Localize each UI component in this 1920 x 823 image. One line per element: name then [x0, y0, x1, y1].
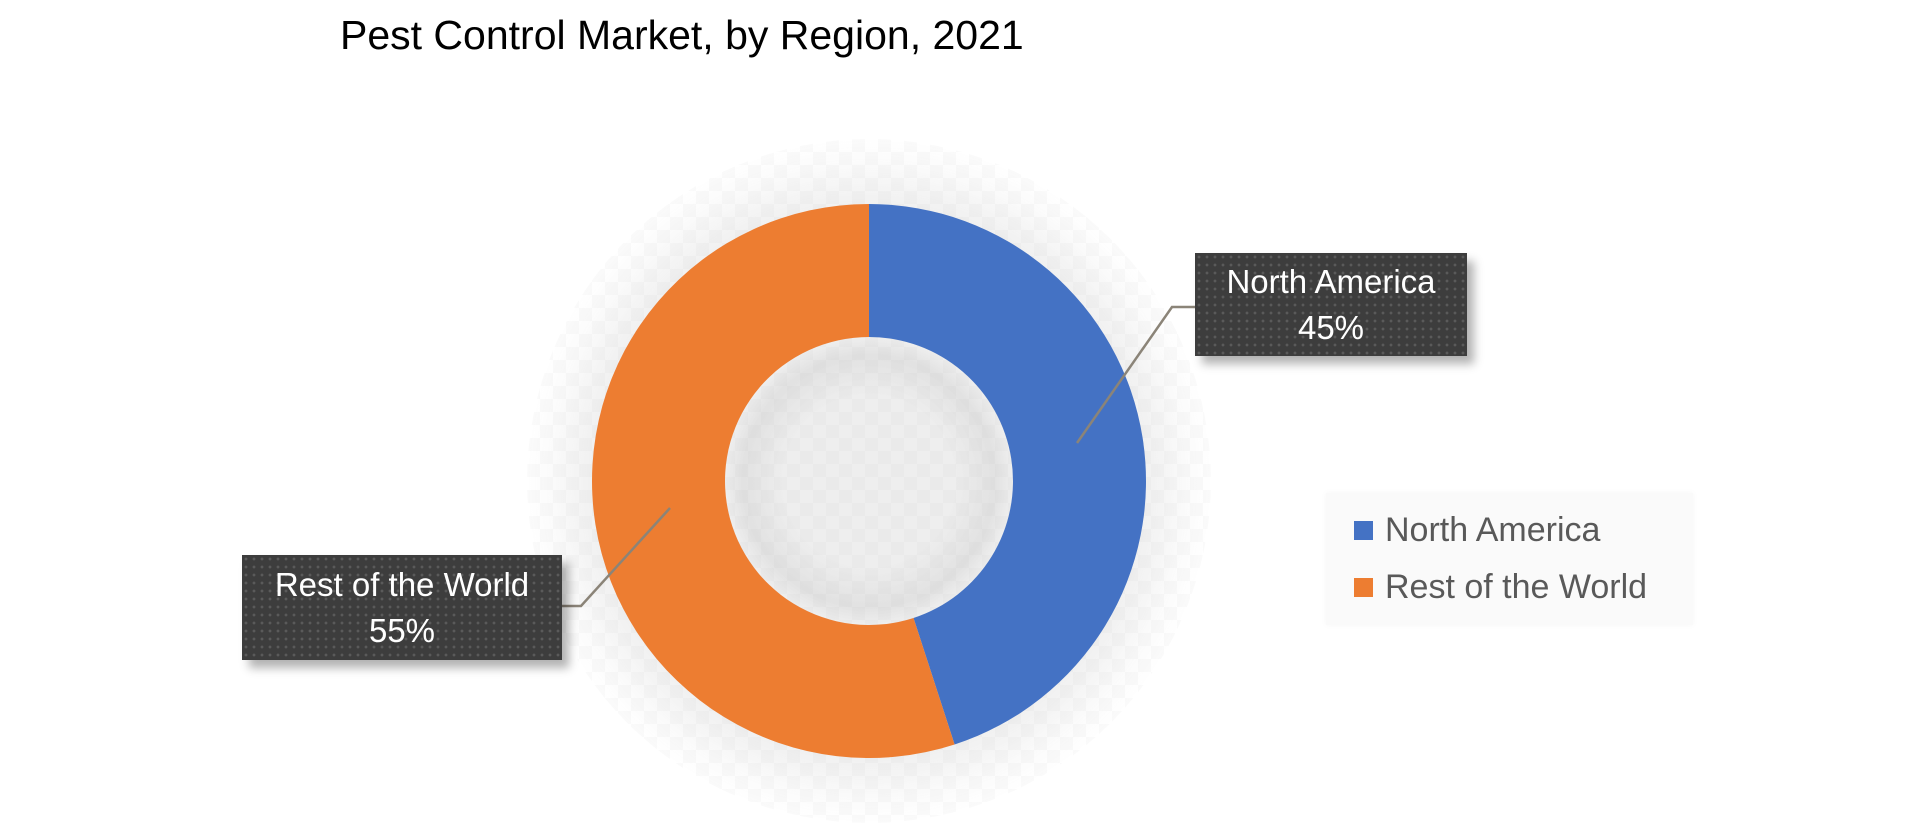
callout-north-america-value: 45% — [1297, 308, 1365, 346]
leader-line-north-america — [1075, 305, 1195, 444]
leader-line-rest-of-world — [562, 507, 671, 608]
callout-rest-of-world-label: Rest of the World — [274, 565, 530, 603]
donut-slice-rest-of-the-world — [592, 204, 955, 758]
callout-rest-of-world-value: 55% — [368, 611, 436, 649]
legend-swatch-icon — [1354, 521, 1373, 540]
legend-item-north-america: North America — [1354, 511, 1693, 550]
callout-rest-of-world: Rest of the World 55% — [242, 555, 562, 660]
callout-north-america: North America 45% — [1195, 253, 1467, 356]
donut-slice-north-america — [869, 204, 1147, 745]
legend-swatch-icon — [1354, 578, 1373, 597]
legend: North America Rest of the World — [1326, 493, 1693, 625]
chart-title: Pest Control Market, by Region, 2021 — [340, 12, 1024, 58]
legend-label: North America — [1385, 511, 1601, 549]
legend-item-rest-of-world: Rest of the World — [1354, 568, 1693, 607]
legend-label: Rest of the World — [1385, 568, 1648, 606]
donut-hole — [726, 338, 1012, 624]
callout-north-america-label: North America — [1226, 262, 1436, 300]
